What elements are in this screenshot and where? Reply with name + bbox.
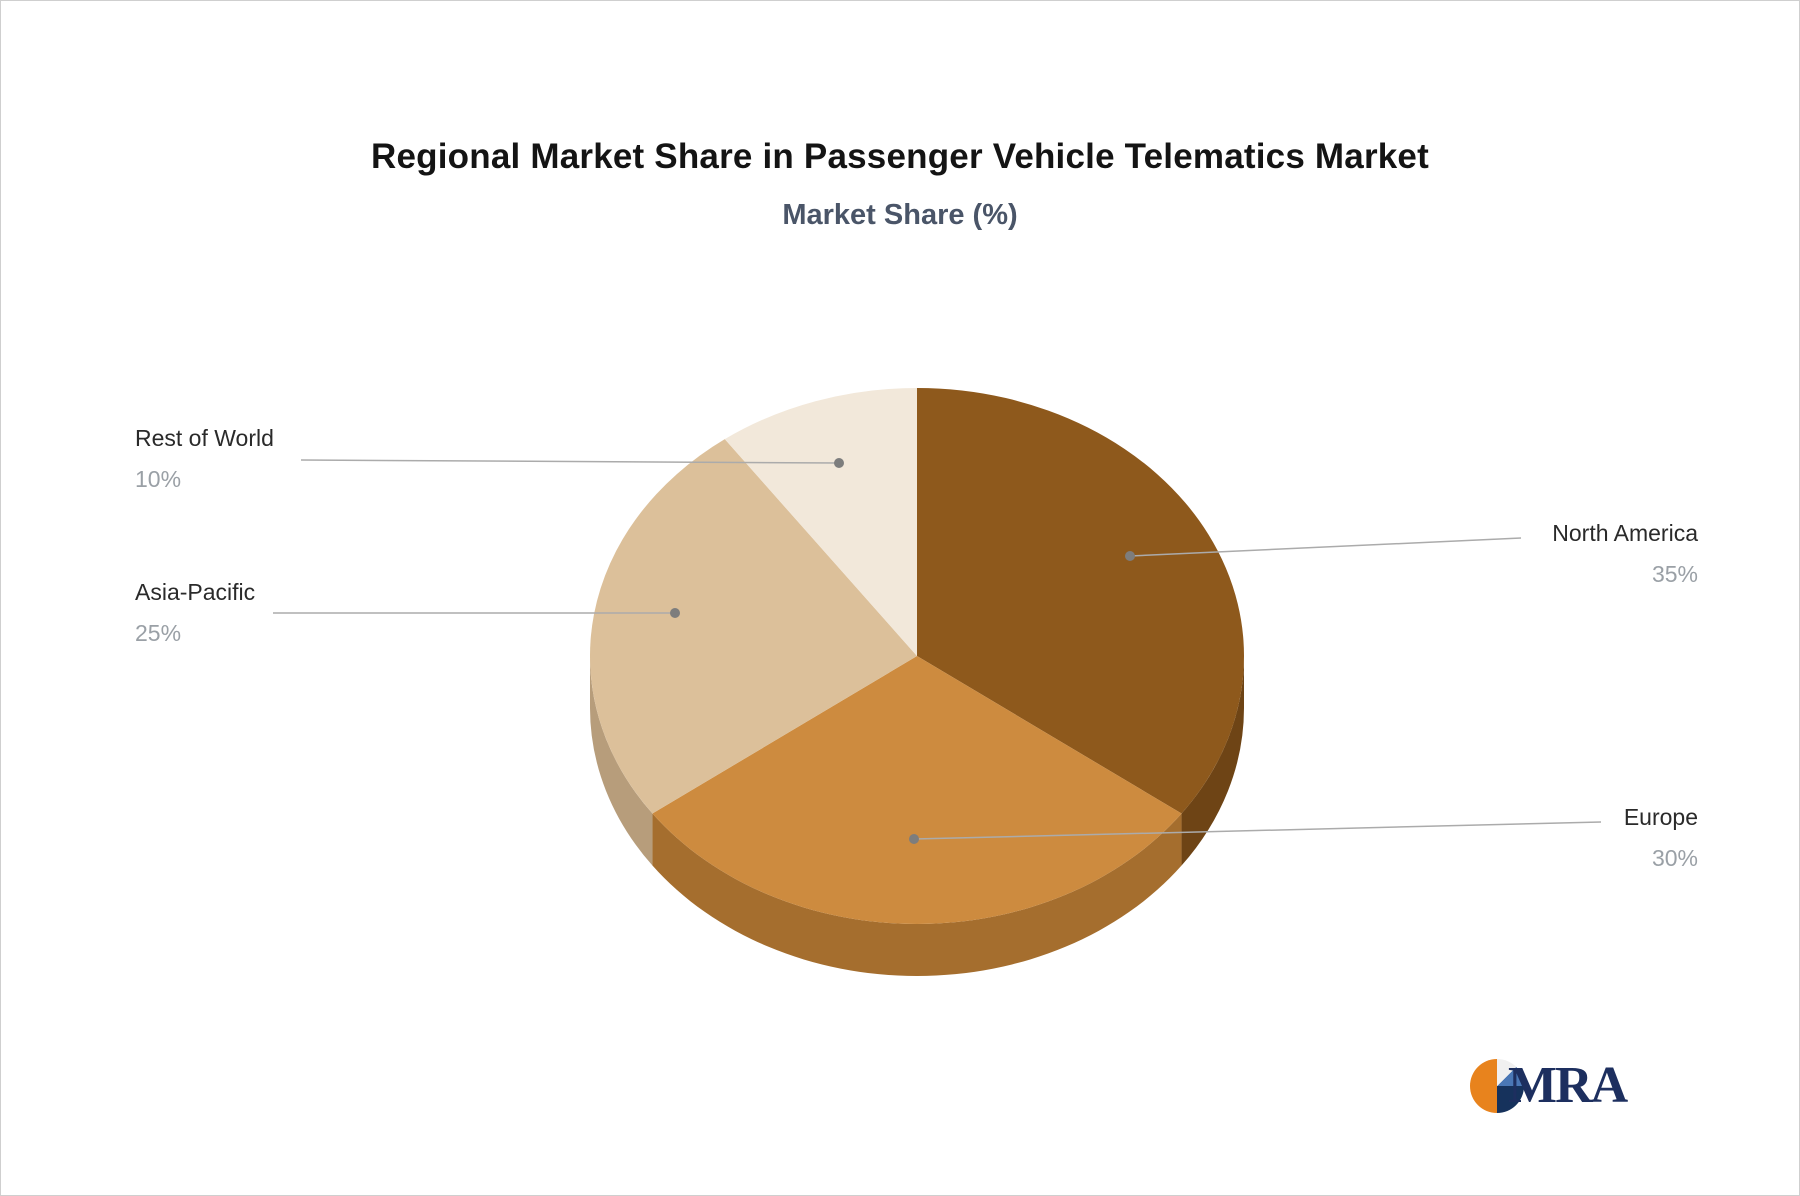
slice-value-europe: 30% bbox=[1651, 844, 1698, 871]
logo-pie-icon bbox=[1470, 1059, 1524, 1113]
chart-subtitle: Market Share (%) bbox=[782, 199, 1018, 231]
pie-slice-side-asia-pacific bbox=[590, 656, 653, 866]
pie-slices bbox=[589, 387, 1245, 925]
slice-value-north-america: 35% bbox=[1651, 560, 1698, 587]
slice-label-rest-of-world: Rest of World bbox=[135, 425, 274, 451]
callout-europe: Europe 30% bbox=[1624, 804, 1698, 872]
pie-sides bbox=[590, 656, 1245, 977]
logo-text: MRA bbox=[1508, 1057, 1628, 1114]
leader-lines bbox=[273, 458, 1602, 844]
callout-rest-of-world: Rest of World 10% bbox=[135, 425, 274, 493]
slice-label-asia-pacific: Asia-Pacific bbox=[135, 579, 256, 605]
leader-line-north-america bbox=[1129, 537, 1522, 557]
slice-value-rest-of-world: 10% bbox=[135, 465, 182, 492]
slice-label-north-america: North America bbox=[1552, 520, 1698, 546]
leader-dot-rest-of-world bbox=[834, 458, 844, 468]
pie-slice-side-europe bbox=[652, 813, 1182, 977]
pie-slice-asia-pacific[interactable] bbox=[589, 439, 917, 814]
callout-asia-pacific: Asia-Pacific 25% bbox=[135, 579, 255, 647]
chart-title: Regional Market Share in Passenger Vehic… bbox=[371, 137, 1429, 176]
brand-logo: MRA bbox=[1470, 1057, 1628, 1114]
callout-north-america: North America 35% bbox=[1552, 520, 1698, 588]
leader-dot-asia-pacific bbox=[670, 608, 680, 618]
leader-line-rest-of-world bbox=[300, 459, 840, 464]
leader-dot-north-america bbox=[1125, 551, 1135, 561]
pie-slice-side-north-america bbox=[1181, 656, 1245, 866]
slice-label-europe: Europe bbox=[1623, 804, 1698, 830]
leader-line-europe bbox=[913, 821, 1602, 840]
slice-value-asia-pacific: 25% bbox=[135, 619, 182, 646]
pie-slice-rest-of-world[interactable] bbox=[724, 388, 917, 656]
pie-slice-north-america[interactable] bbox=[917, 387, 1245, 814]
leader-dot-europe bbox=[909, 834, 919, 844]
pie-slice-europe[interactable] bbox=[652, 656, 1182, 925]
